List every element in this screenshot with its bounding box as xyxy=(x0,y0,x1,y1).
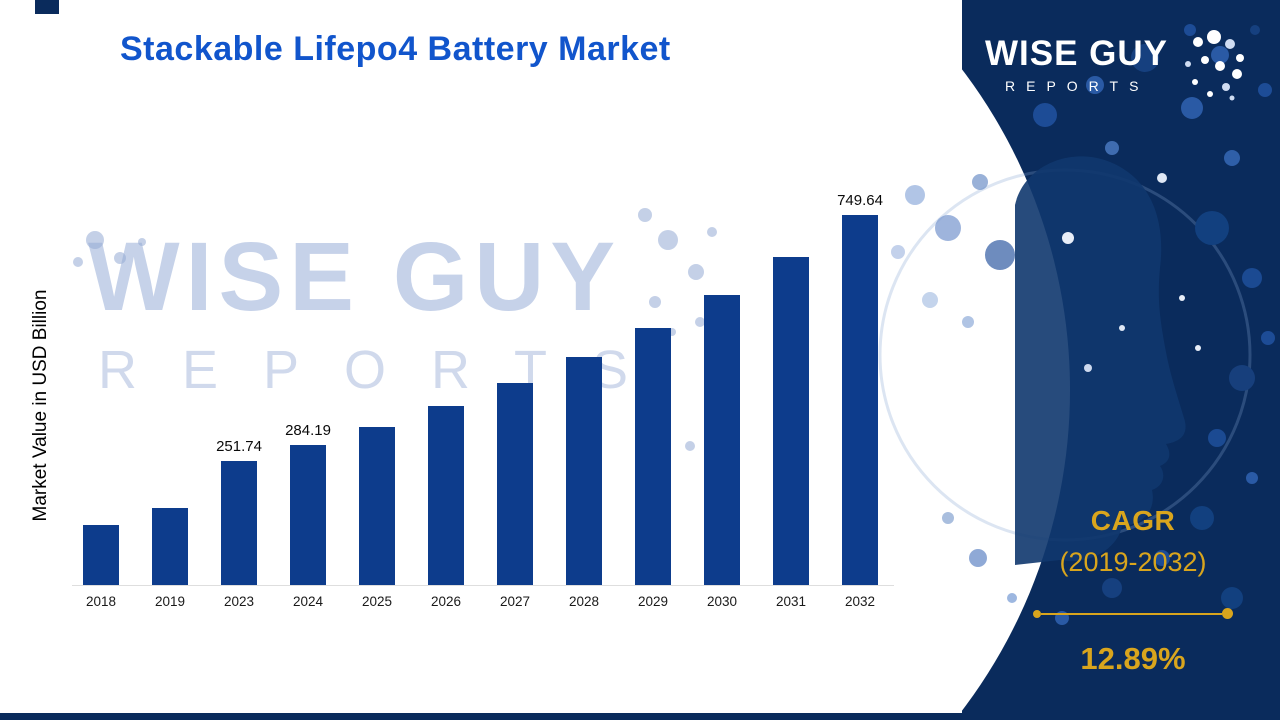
x-tick-2030: 2030 xyxy=(706,594,738,609)
cagr-block: CAGR (2019-2032) 12.89% xyxy=(1008,505,1258,677)
bar-group-2026: 2026 xyxy=(428,190,464,609)
x-tick-2026: 2026 xyxy=(430,594,462,609)
x-tick-2025: 2025 xyxy=(361,594,393,609)
bar-group-2030: 2030 xyxy=(704,190,740,609)
logo-subtitle: REPORTS xyxy=(1005,78,1150,94)
line-dot-left xyxy=(1033,609,1041,618)
logo-wordmark: WISE GUY xyxy=(985,34,1169,73)
bar-group-2029: 2029 xyxy=(635,190,671,609)
logo-text: WISE GUY REPORTS xyxy=(985,36,1168,93)
bar-2018 xyxy=(83,525,119,585)
bar-group-2024: 284.19 2024 xyxy=(285,190,331,609)
brand-logo: WISE GUY REPORTS xyxy=(985,30,1246,104)
x-tick-2018: 2018 xyxy=(85,594,117,609)
bar-group-2018: 2018 xyxy=(83,190,119,609)
bar-chart: 2018 2019 251.74 2023 284.19 2024 2025 2026 2027… xyxy=(83,190,883,609)
corner-accent xyxy=(35,0,59,14)
bar-2026 xyxy=(428,406,464,585)
chart-title: Stackable Lifepo4 Battery Market xyxy=(120,30,671,68)
bar-2027 xyxy=(497,383,533,585)
x-tick-2029: 2029 xyxy=(637,594,669,609)
cagr-divider xyxy=(1033,608,1233,619)
x-tick-2028: 2028 xyxy=(568,594,600,609)
bar-value-label-2023: 251.74 xyxy=(216,438,262,455)
bar-group-2023: 251.74 2023 xyxy=(216,190,262,609)
bar-group-2028: 2028 xyxy=(566,190,602,609)
line-dot-right xyxy=(1222,608,1233,619)
bar-2025 xyxy=(359,427,395,585)
logo-face-icon xyxy=(1185,30,1245,101)
x-tick-2031: 2031 xyxy=(775,594,807,609)
curve-divider xyxy=(10,0,1070,720)
bottom-bar xyxy=(0,713,1280,720)
bar-2030 xyxy=(704,295,740,585)
bar-2029 xyxy=(635,328,671,585)
x-tick-2019: 2019 xyxy=(154,594,186,609)
bar-2031 xyxy=(773,257,809,585)
x-tick-2032: 2032 xyxy=(844,594,876,609)
bar-group-2031: 2031 xyxy=(773,190,809,609)
bar-2028 xyxy=(566,357,602,585)
bar-group-2025: 2025 xyxy=(359,190,395,609)
bar-2023 xyxy=(221,461,257,585)
cagr-value: 12.89% xyxy=(1080,641,1186,676)
x-axis-line xyxy=(72,585,894,586)
bar-2019 xyxy=(152,508,188,585)
bar-2032 xyxy=(842,215,878,585)
bar-value-label-2032: 749.64 xyxy=(837,192,883,209)
bar-value-label-2024: 284.19 xyxy=(285,422,331,439)
x-tick-2024: 2024 xyxy=(292,594,324,609)
bar-group-2019: 2019 xyxy=(152,190,188,609)
bar-2024 xyxy=(290,445,326,585)
bar-group-2032: 749.64 2032 xyxy=(837,190,883,609)
cagr-range: (2019-2032) xyxy=(1059,547,1207,577)
x-tick-2023: 2023 xyxy=(223,594,255,609)
y-axis-label: Market Value in USD Billion xyxy=(30,289,51,522)
bar-group-2027: 2027 xyxy=(497,190,533,609)
cagr-label: CAGR xyxy=(1090,505,1176,536)
x-tick-2027: 2027 xyxy=(499,594,531,609)
line-rule xyxy=(1041,612,1222,615)
